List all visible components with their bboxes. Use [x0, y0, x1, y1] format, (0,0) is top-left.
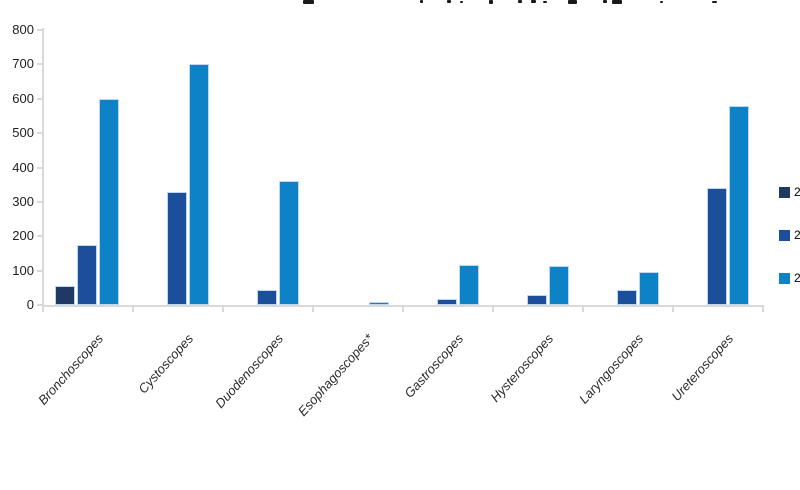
legend-label-series3: 2	[794, 271, 800, 285]
bar-bronchoscopes-series2	[77, 245, 97, 305]
legend-item: 2	[779, 185, 800, 199]
cropped-title-fragment	[447, 0, 451, 3]
y-axis-tick	[37, 29, 42, 31]
bar-gastroscopes-series2	[437, 299, 457, 305]
y-axis-tick	[37, 304, 42, 306]
legend-item: 2	[779, 228, 800, 242]
legend-label-series1: 2	[794, 185, 800, 199]
y-axis-tick-label: 200	[12, 228, 34, 244]
y-axis-tick-label: 0	[26, 297, 34, 312]
cropped-title-fragment	[489, 0, 493, 4]
y-axis-tick	[37, 200, 42, 203]
legend-item: 2	[779, 271, 800, 285]
x-axis-tick	[762, 307, 764, 312]
cropped-title-fragment	[603, 0, 607, 3]
x-axis-tick	[132, 307, 134, 312]
x-axis-category-label: Bronchoscopes	[35, 331, 107, 408]
y-axis-line	[42, 28, 44, 306]
cropped-title-fragment	[712, 1, 717, 3]
bar-ureteroscopes-series3	[729, 106, 749, 305]
bar-bronchoscopes-series3	[99, 99, 119, 305]
bar-hysteroscopes-series3	[549, 266, 569, 305]
y-axis-tick	[37, 269, 42, 272]
chart-figure: 0 100 200 300 400 500 600 700 800 Bronchoscopes Cy…	[12, 0, 800, 419]
y-axis-tick-label: 400	[12, 159, 34, 175]
legend-swatch-series2	[779, 229, 790, 241]
legend-swatch-series3	[779, 272, 790, 284]
y-axis-tick	[37, 235, 42, 238]
cropped-title-fragment	[612, 0, 622, 4]
x-axis-tick	[492, 307, 494, 312]
cropped-title-fragment	[531, 0, 536, 3]
y-axis-tick-label: 600	[12, 90, 34, 106]
y-axis-tick	[37, 132, 42, 135]
y-axis-tick	[37, 63, 42, 66]
bar-cystoscopes-series2	[167, 192, 187, 305]
cropped-title-fragment	[543, 1, 547, 3]
bar-duodenoscopes-series3	[279, 181, 299, 305]
bar-duodenoscopes-series2	[257, 290, 277, 305]
y-axis-tick-label: 300	[12, 193, 34, 209]
cropped-title-fragment	[660, 1, 663, 3]
cropped-title-fragment	[518, 0, 522, 3]
y-axis-tick-label: 500	[12, 125, 34, 141]
x-axis-tick	[312, 307, 314, 312]
x-axis-tick	[672, 307, 674, 312]
legend-swatch-series1	[779, 186, 790, 198]
x-axis-line	[42, 305, 764, 307]
cropped-title-fragment	[303, 0, 314, 4]
cropped-title-fragment	[420, 0, 423, 3]
bar-gastroscopes-series3	[459, 265, 479, 305]
y-axis-tick-label: 800	[12, 22, 34, 37]
legend: 2 2 2	[779, 185, 800, 315]
x-axis-tick	[42, 307, 44, 312]
cropped-title-fragment	[460, 1, 463, 3]
y-axis-tick-label: 100	[12, 262, 34, 278]
x-axis-tick	[222, 307, 224, 312]
bar-laryngoscopes-series3	[639, 272, 659, 305]
x-axis-tick	[402, 307, 404, 312]
bar-bronchoscopes-series1	[55, 286, 75, 305]
bar-hysteroscopes-series2	[527, 295, 547, 305]
y-axis-tick	[37, 166, 42, 169]
y-axis-tick	[37, 97, 42, 100]
bar-ureteroscopes-series2	[707, 188, 727, 305]
bar-laryngoscopes-series2	[617, 290, 637, 305]
cropped-title-fragment	[568, 0, 577, 4]
x-axis-tick	[582, 307, 584, 312]
bar-esophagoscopes-series3	[369, 302, 389, 305]
bar-cystoscopes-series3	[189, 64, 209, 305]
y-axis-tick-label: 700	[12, 56, 34, 72]
legend-label-series2: 2	[794, 228, 800, 242]
